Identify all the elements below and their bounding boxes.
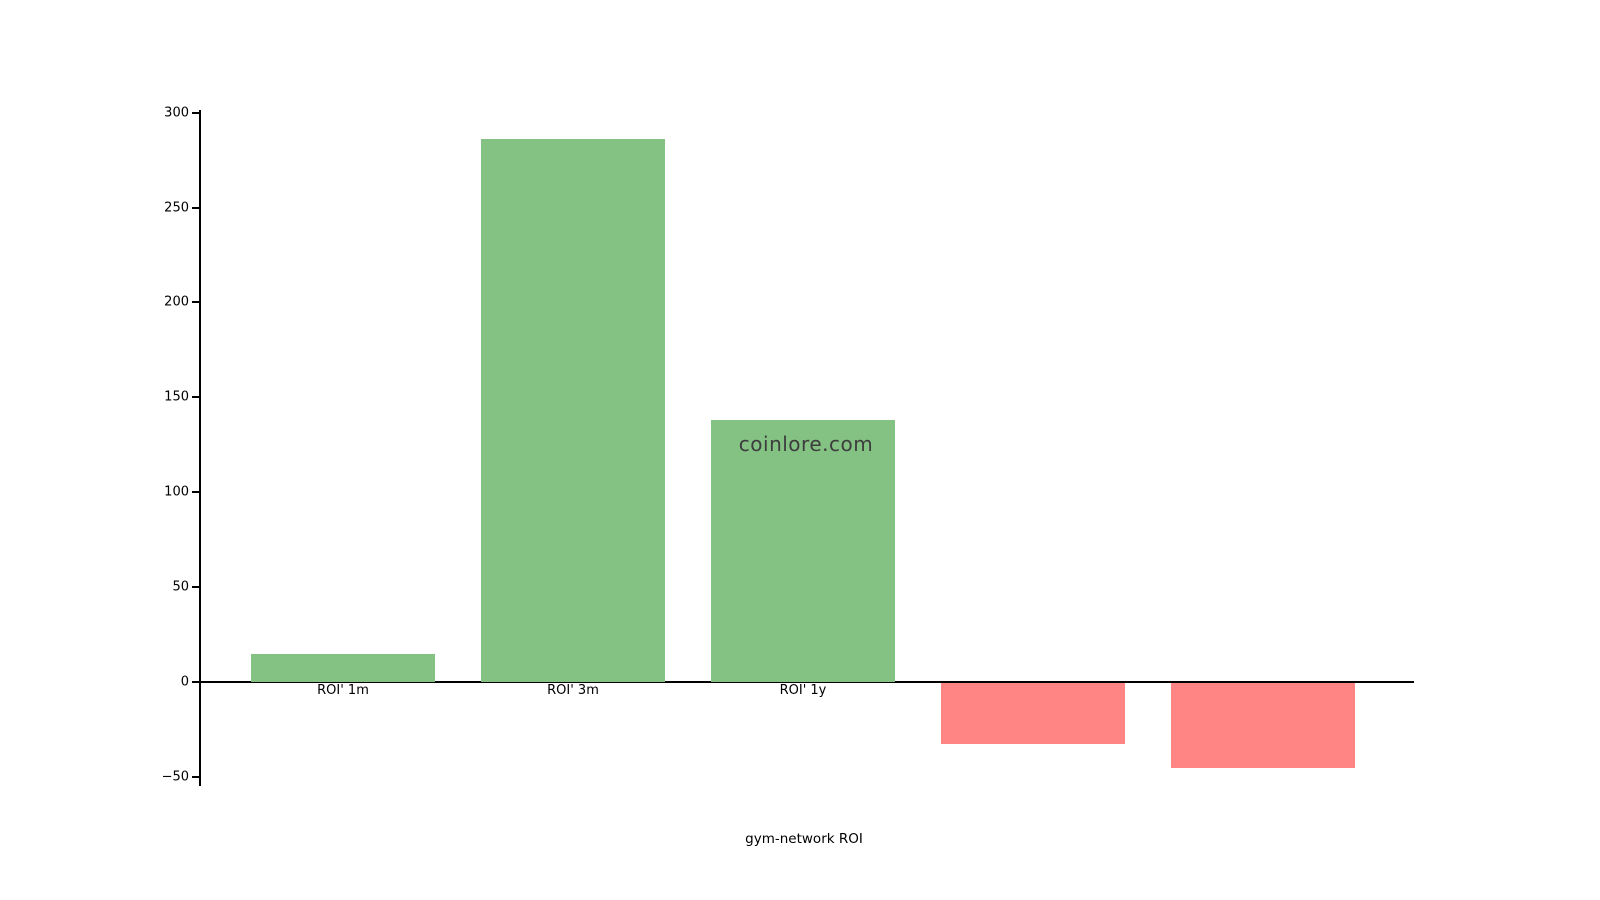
bar-unlabeled-4: [1171, 683, 1355, 769]
chart-title: gym-network ROI: [745, 831, 863, 847]
bar-roi-3m: [481, 139, 665, 682]
bar-roi-1y: [711, 420, 895, 682]
x-axis-zero-line: [199, 681, 1414, 683]
x-tick-label: ROI' 1m: [317, 683, 369, 698]
y-tick-mark: [192, 396, 199, 399]
x-tick-label: ROI' 1y: [779, 683, 827, 698]
y-tick-label: −50: [161, 769, 189, 785]
y-tick-label: 300: [164, 105, 189, 121]
y-axis-spine: [199, 110, 201, 786]
y-tick-mark: [192, 681, 199, 683]
y-tick-label: 200: [164, 294, 189, 310]
y-tick-mark: [192, 301, 199, 304]
x-tick-label: ROI' 3m: [547, 683, 599, 698]
y-tick-mark: [192, 775, 199, 778]
y-tick-label: 150: [164, 389, 189, 405]
bar-unlabeled-3: [941, 683, 1125, 744]
y-tick-mark: [192, 206, 199, 209]
bar-roi-1m: [251, 653, 435, 682]
y-tick-mark: [192, 111, 199, 114]
y-tick-label: 100: [164, 484, 189, 500]
y-tick-mark: [192, 491, 199, 494]
watermark-text: coinlore.com: [738, 432, 874, 456]
y-tick-label: 50: [172, 579, 189, 595]
y-tick-label: 250: [164, 200, 189, 215]
y-tick-label: 0: [180, 674, 189, 690]
y-tick-mark: [192, 586, 199, 589]
